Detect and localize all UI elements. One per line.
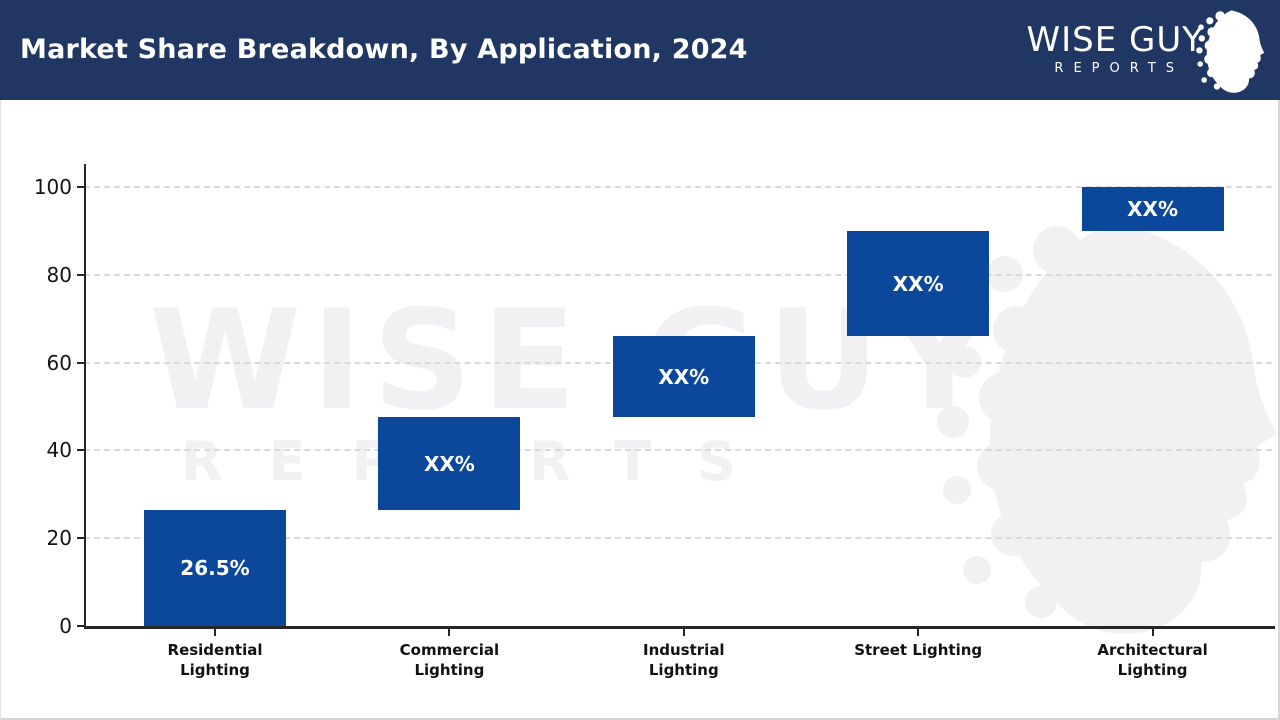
bar-segment-1: 26.5% [144, 509, 286, 626]
y-tick-label-60: 60 [46, 350, 72, 375]
gridline-80 [84, 273, 1272, 276]
x-tickmark-4 [917, 629, 920, 636]
gridline-20 [84, 537, 1272, 540]
bar-segment-3: XX% [612, 336, 755, 418]
x-axis-spine [84, 626, 1275, 629]
x-category-label-1: Residential Lighting [167, 641, 263, 679]
wiseguy-face-icon [1182, 8, 1268, 96]
y-tickmark-20 [77, 537, 84, 540]
header-bar: Market Share Breakdown, By Application, … [0, 0, 1280, 100]
y-tick-label-20: 20 [46, 526, 72, 551]
x-category-label-5: Architectural Lighting [1097, 641, 1208, 679]
x-category-label-2: Commercial Lighting [399, 641, 500, 679]
y-tick-label-80: 80 [46, 262, 72, 287]
y-tickmark-80 [77, 273, 84, 276]
y-tickmark-40 [77, 449, 84, 452]
y-tickmark-100 [77, 186, 84, 188]
logo-wiseguy-label: WISE GUY [1026, 20, 1204, 60]
bar-segment-5: XX% [1081, 187, 1224, 231]
gridline-40 [84, 449, 1272, 452]
x-category-label-4: Street Lighting [854, 641, 983, 659]
chart-title: Market Share Breakdown, By Application, … [20, 34, 748, 65]
bar-value-label-1: 26.5% [180, 555, 250, 580]
y-tick-label-40: 40 [46, 438, 72, 463]
bar-value-label-5: XX% [1127, 196, 1179, 221]
x-tickmark-3 [682, 629, 685, 636]
plot-canvas: WISE GUY REPORTS 02040608010026.5%Reside… [0, 100, 1280, 720]
wiseguy-logo-text: WISE GUY REPORTS [1026, 20, 1204, 76]
gridline-100 [84, 186, 1272, 188]
y-tickmark-60 [77, 361, 84, 364]
bar-segment-2: XX% [378, 417, 521, 510]
x-tickmark-1 [214, 629, 216, 636]
wiseguy-logo: WISE GUY REPORTS [1012, 0, 1262, 100]
bar-value-label-4: XX% [892, 271, 944, 296]
bar-value-label-2: XX% [423, 451, 475, 476]
x-tickmark-5 [1151, 629, 1154, 636]
x-tickmark-2 [448, 629, 451, 636]
bar-value-label-3: XX% [658, 364, 710, 389]
x-category-label-3: Industrial Lighting [643, 641, 725, 679]
y-axis-spine [84, 164, 86, 628]
bar-segment-4: XX% [847, 230, 990, 337]
y-tick-label-100: 100 [33, 175, 72, 199]
logo-reports-label: REPORTS [1054, 61, 1185, 76]
y-tickmark-0 [77, 625, 84, 627]
y-tick-label-0: 0 [59, 614, 72, 638]
